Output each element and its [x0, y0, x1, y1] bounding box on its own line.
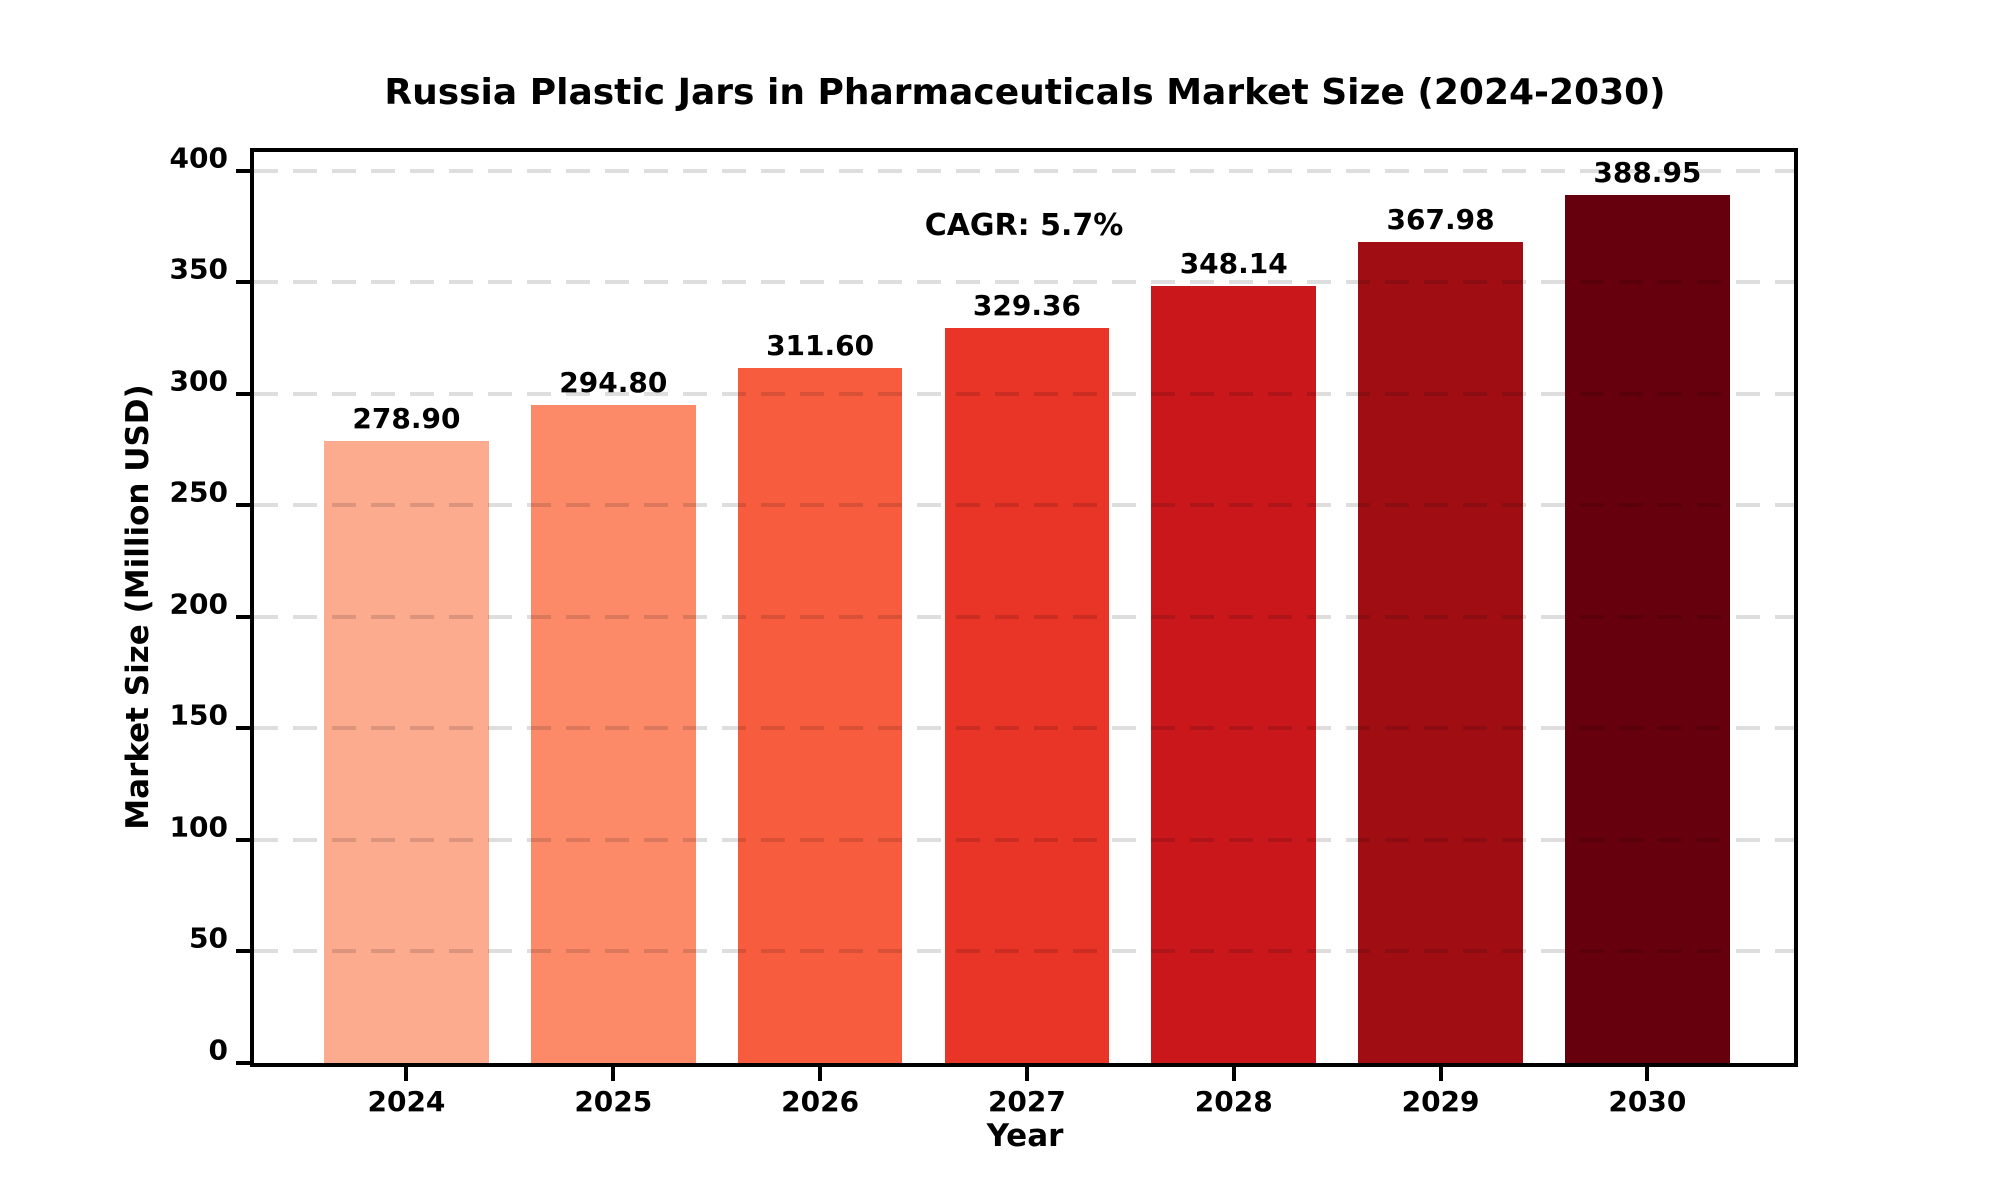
y-tick-label: 400 — [169, 141, 228, 175]
bar-value-label-2026: 311.60 — [766, 328, 875, 362]
gridline-400 — [254, 168, 1794, 173]
x-tick-label-2030: 2030 — [1608, 1085, 1687, 1118]
x-tick-mark — [1645, 1067, 1650, 1081]
y-tick-mark — [236, 168, 250, 173]
bar-2024 — [324, 440, 489, 1063]
bar-2027 — [944, 328, 1110, 1063]
x-tick-label-2026: 2026 — [781, 1085, 860, 1118]
bar-2028 — [1151, 286, 1317, 1063]
bar-2030 — [1565, 195, 1730, 1063]
bar-value-label-2027: 329.36 — [972, 289, 1081, 323]
y-tick-mark — [236, 726, 250, 731]
y-tick-mark — [236, 280, 250, 285]
y-tick-mark — [236, 837, 250, 842]
x-tick-mark — [404, 1067, 409, 1081]
plot-area: 0 50 100 150 200 250 300 350 400 278.90 294.80 311… — [170, 141, 1798, 1118]
y-tick-mark — [236, 949, 250, 954]
y-tick-mark — [236, 391, 250, 396]
y-tick-label: 150 — [169, 698, 228, 732]
bar-value-label-2030: 388.95 — [1593, 156, 1702, 190]
y-tick-label: 200 — [169, 587, 228, 621]
cagr-annotation: CAGR: 5.7% — [924, 208, 1124, 243]
x-tick-mark — [1438, 1067, 1443, 1081]
x-tick-label-2025: 2025 — [574, 1085, 653, 1118]
bar-value-label-2025: 294.80 — [559, 366, 668, 400]
x-tick-label-2027: 2027 — [987, 1085, 1066, 1118]
bar-2025 — [530, 405, 696, 1063]
gridline-350 — [254, 280, 1794, 285]
y-tick-mark — [236, 1061, 250, 1065]
bar-value-label-2028: 348.14 — [1179, 247, 1288, 281]
x-tick-mark — [1024, 1067, 1029, 1081]
y-tick-label: 250 — [169, 475, 228, 509]
bar-value-label-2029: 367.98 — [1386, 203, 1495, 237]
x-axis-label: Year — [986, 1118, 1064, 1154]
x-tick-label-2029: 2029 — [1401, 1085, 1480, 1118]
y-tick-label: 50 — [189, 921, 228, 955]
bar-2029 — [1358, 242, 1523, 1063]
y-tick-mark — [236, 503, 250, 508]
x-tick-mark — [1231, 1067, 1236, 1081]
y-tick-label: 350 — [169, 252, 228, 286]
y-tick-label: 300 — [169, 364, 228, 398]
x-tick-mark — [611, 1067, 616, 1081]
x-tick-mark — [818, 1067, 823, 1081]
y-tick-label: 100 — [169, 810, 228, 844]
bar-2026 — [737, 367, 903, 1063]
x-tick-label-2024: 2024 — [367, 1085, 446, 1118]
x-tick-label-2028: 2028 — [1194, 1085, 1273, 1118]
y-tick-mark — [236, 614, 250, 619]
chart-title: Russia Plastic Jars in Pharmaceuticals M… — [384, 72, 1666, 113]
y-tick-label: 0 — [208, 1033, 228, 1067]
bar-value-label-2024: 278.90 — [352, 401, 461, 435]
